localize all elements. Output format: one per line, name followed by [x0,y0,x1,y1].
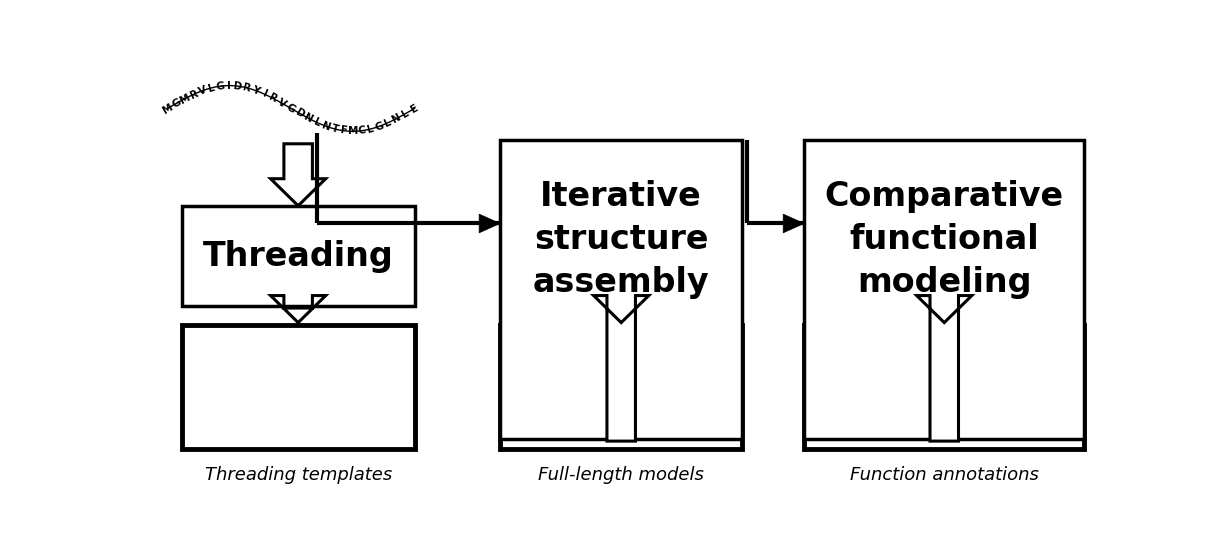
Text: N: N [391,112,403,125]
Bar [804,140,1085,439]
Text: M: M [161,102,174,116]
Text: G: G [170,97,183,110]
Text: L: L [313,117,322,129]
Bar [500,140,743,439]
Text: V: V [276,97,288,110]
Polygon shape [479,214,500,233]
Text: E: E [409,103,421,115]
Text: L: L [207,82,216,93]
Text: M: M [348,126,358,136]
Bar [181,325,414,449]
Text: L: L [367,124,375,135]
Polygon shape [783,214,804,233]
Text: L: L [383,117,394,129]
Text: Iterative
structure
assembly: Iterative structure assembly [533,179,710,299]
Text: M: M [178,92,192,105]
Text: I: I [261,89,268,99]
Text: Full-length models: Full-length models [538,466,704,484]
Text: D: D [233,80,243,92]
Text: Function annotations: Function annotations [850,466,1038,484]
Text: L: L [401,107,411,119]
Polygon shape [593,295,649,441]
Text: Threading templates: Threading templates [205,466,392,484]
Text: R: R [189,88,200,100]
Text: C: C [357,125,367,136]
Text: R: R [267,92,280,105]
Bar [804,325,1085,449]
Text: V: V [197,85,208,97]
Text: N: N [320,120,332,132]
Text: Y: Y [250,85,261,97]
Text: Threading: Threading [202,240,394,273]
Text: I: I [227,80,232,91]
Text: G: G [284,102,297,115]
Bar [181,206,414,306]
Polygon shape [271,295,326,322]
Text: N: N [303,112,315,125]
Text: D: D [293,107,306,120]
Text: G: G [216,80,226,92]
Text: R: R [242,82,253,93]
Text: T: T [330,123,340,134]
Text: Comparative
functional
modeling: Comparative functional modeling [825,179,1064,299]
Bar [500,325,743,449]
Polygon shape [917,295,972,441]
Text: G: G [374,120,385,133]
Text: F: F [340,125,348,136]
Polygon shape [271,144,326,206]
